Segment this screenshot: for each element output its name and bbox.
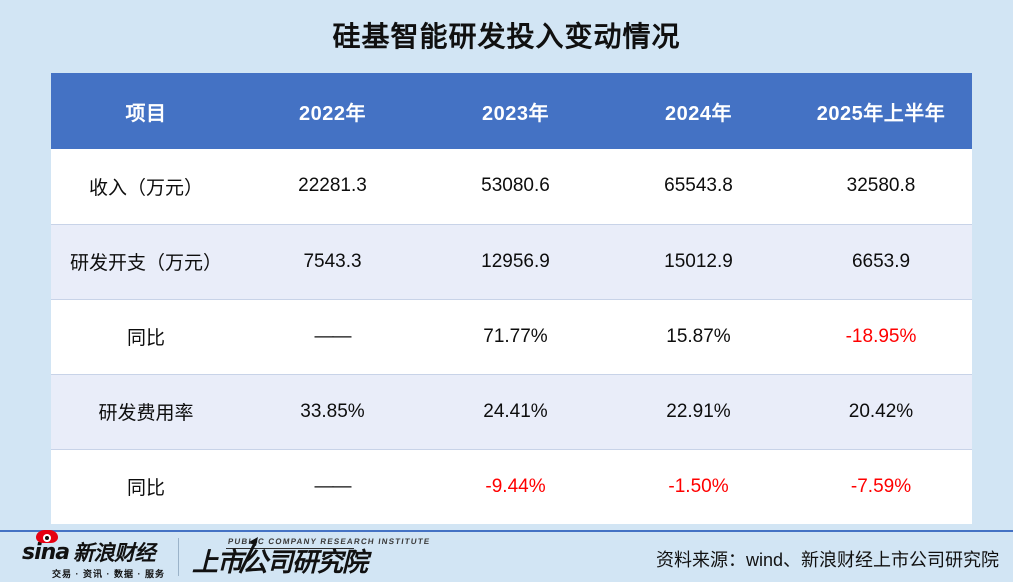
table-cell: 6653.9 <box>790 224 972 300</box>
table-cell: -18.95% <box>790 299 972 375</box>
logo-divider <box>178 538 179 576</box>
column-header-2025h1: 2025年上半年 <box>790 73 972 149</box>
institute-chinese-name: 上市公司研究院 <box>192 548 368 578</box>
sina-wordmark: sina <box>22 540 70 565</box>
table-row: 同比 —— -9.44% -1.50% -7.59% <box>51 449 972 524</box>
table-cell: 53080.6 <box>424 149 607 225</box>
column-header-2023: 2023年 <box>424 73 607 149</box>
table-cell: 15.87% <box>607 299 790 375</box>
table-cell: —— <box>314 475 352 497</box>
sina-logo-main: sina 新浪财经 <box>22 540 156 565</box>
table-cell: 71.77% <box>424 299 607 375</box>
table-cell: 22.91% <box>607 374 790 450</box>
table-row: 研发费用率 33.85% 24.41% 22.91% 20.42% <box>51 374 972 450</box>
table-cell: -1.50% <box>668 475 729 497</box>
footer-divider <box>0 530 1013 532</box>
table-cell: 24.41% <box>424 374 607 450</box>
table-cell: 33.85% <box>241 374 424 450</box>
table-body: 收入（万元） 22281.3 53080.6 65543.8 32580.8 研发开支（万… <box>51 149 972 524</box>
table-row: 研发开支（万元） 7543.3 12956.9 15012.9 6653.9 <box>51 224 972 300</box>
sina-tagline: 交易 · 资讯 · 数据 · 服务 <box>52 569 165 579</box>
table-cell: 22281.3 <box>241 149 424 225</box>
table-row: 收入（万元） 22281.3 53080.6 65543.8 32580.8 <box>51 149 972 225</box>
table-cell: 7543.3 <box>241 224 424 300</box>
source-note: 资料来源：wind、新浪财经上市公司研究院 <box>655 550 999 570</box>
sina-chinese-name: 新浪财经 <box>73 541 156 565</box>
page-title: 硅基智能研发投入变动情况 <box>332 21 681 52</box>
table-cell: 15012.9 <box>607 224 790 300</box>
row-label: 同比 <box>51 299 241 375</box>
footer: sina 新浪财经 交易 · 资讯 · 数据 · 服务 PUBLIC COMPA… <box>0 530 1013 582</box>
table-cell: 32580.8 <box>790 149 972 225</box>
sina-eye-pupil <box>43 534 51 542</box>
table-cell: 20.42% <box>790 374 972 450</box>
research-investment-table: 项目 2022年 2023年 2024年 2025年上半年 收入（万元） 2228… <box>51 73 972 524</box>
institute-underline <box>226 548 354 549</box>
table-row: 同比 —— 71.77% 15.87% -18.95% <box>51 299 972 375</box>
column-header-2022: 2022年 <box>241 73 424 149</box>
table-cell: —— <box>241 299 424 375</box>
table-header-row: 项目 2022年 2023年 2024年 2025年上半年 <box>51 73 972 149</box>
row-label: 研发费用率 <box>51 374 241 450</box>
sina-finance-logo: sina 新浪财经 交易 · 资讯 · 数据 · 服务 <box>22 530 170 580</box>
institute-english-name: PUBLIC COMPANY RESEARCH INSTITUTE <box>227 537 432 546</box>
column-header-2024: 2024年 <box>607 73 790 149</box>
table-cell: -7.59% <box>850 475 912 497</box>
row-label: 收入（万元） <box>51 149 241 225</box>
row-label: 同比 <box>126 478 165 500</box>
table-cell: 12956.9 <box>424 224 607 300</box>
table-cell: 65543.8 <box>607 149 790 225</box>
research-institute-logo: PUBLIC COMPANY RESEARCH INSTITUTE 上市公司研究… <box>192 535 431 581</box>
column-header-item: 项目 <box>51 73 241 149</box>
sina-eye-icon <box>36 530 58 545</box>
row-label: 研发开支（万元） <box>51 224 241 300</box>
table-cell: -9.44% <box>485 475 546 497</box>
